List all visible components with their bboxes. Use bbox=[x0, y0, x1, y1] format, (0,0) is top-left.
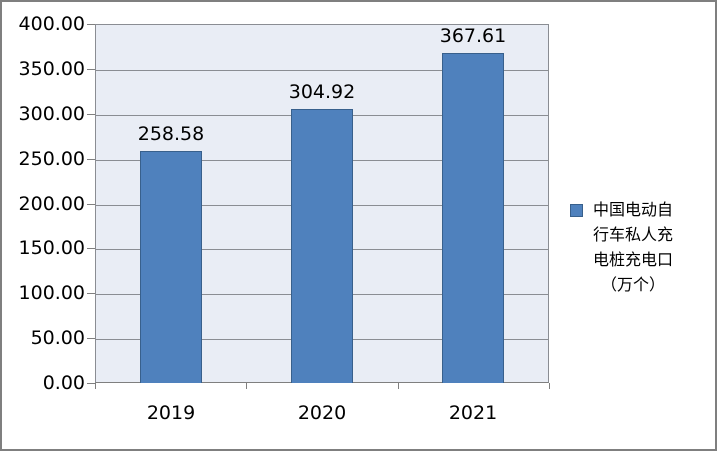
y-axis-tick-label: 150.00 bbox=[18, 237, 85, 259]
y-axis-tick-label: 200.00 bbox=[18, 193, 85, 215]
gridline bbox=[96, 70, 548, 71]
x-axis-tick bbox=[246, 383, 247, 389]
bar-2019 bbox=[140, 151, 202, 383]
y-axis-tick bbox=[87, 338, 95, 339]
y-axis-tick-label: 100.00 bbox=[18, 282, 85, 304]
y-axis-tick bbox=[87, 204, 95, 205]
bar-2020 bbox=[291, 109, 353, 383]
y-axis-tick bbox=[87, 248, 95, 249]
legend-label-line: 中国电动自 bbox=[592, 200, 673, 219]
x-axis-label-2020: 2020 bbox=[297, 402, 347, 424]
legend-marker-icon bbox=[570, 204, 583, 217]
data-label-2020: 304.92 bbox=[288, 81, 356, 103]
y-axis-tick bbox=[87, 24, 95, 25]
y-axis-tick bbox=[87, 159, 95, 160]
x-axis-tick bbox=[95, 383, 96, 389]
x-axis-label-2019: 2019 bbox=[146, 402, 196, 424]
y-axis-tick-label: 300.00 bbox=[18, 103, 85, 125]
y-axis-tick bbox=[87, 293, 95, 294]
legend-label: 中国电动自 行车私人充 电桩充电口 （万个） bbox=[585, 197, 681, 297]
data-label-2021: 367.61 bbox=[439, 25, 507, 47]
y-axis-tick-label: 0.00 bbox=[42, 372, 85, 394]
y-axis-tick-label: 50.00 bbox=[30, 327, 85, 349]
x-axis-tick bbox=[549, 383, 550, 389]
y-axis-tick bbox=[87, 114, 95, 115]
y-axis-tick bbox=[87, 69, 95, 70]
x-axis-label-2021: 2021 bbox=[448, 402, 498, 424]
data-label-2019: 258.58 bbox=[137, 123, 205, 145]
legend-label-line: 电桩充电口 bbox=[592, 250, 673, 269]
bar-2021 bbox=[442, 53, 504, 383]
y-axis-tick-label: 350.00 bbox=[18, 58, 85, 80]
y-axis-tick bbox=[87, 383, 95, 384]
legend-label-line: （万个） bbox=[600, 275, 665, 294]
y-axis-tick-label: 400.00 bbox=[18, 13, 85, 35]
legend-label-line: 行车私人充 bbox=[592, 225, 673, 244]
y-axis-tick-label: 250.00 bbox=[18, 148, 85, 170]
x-axis-tick bbox=[398, 383, 399, 389]
